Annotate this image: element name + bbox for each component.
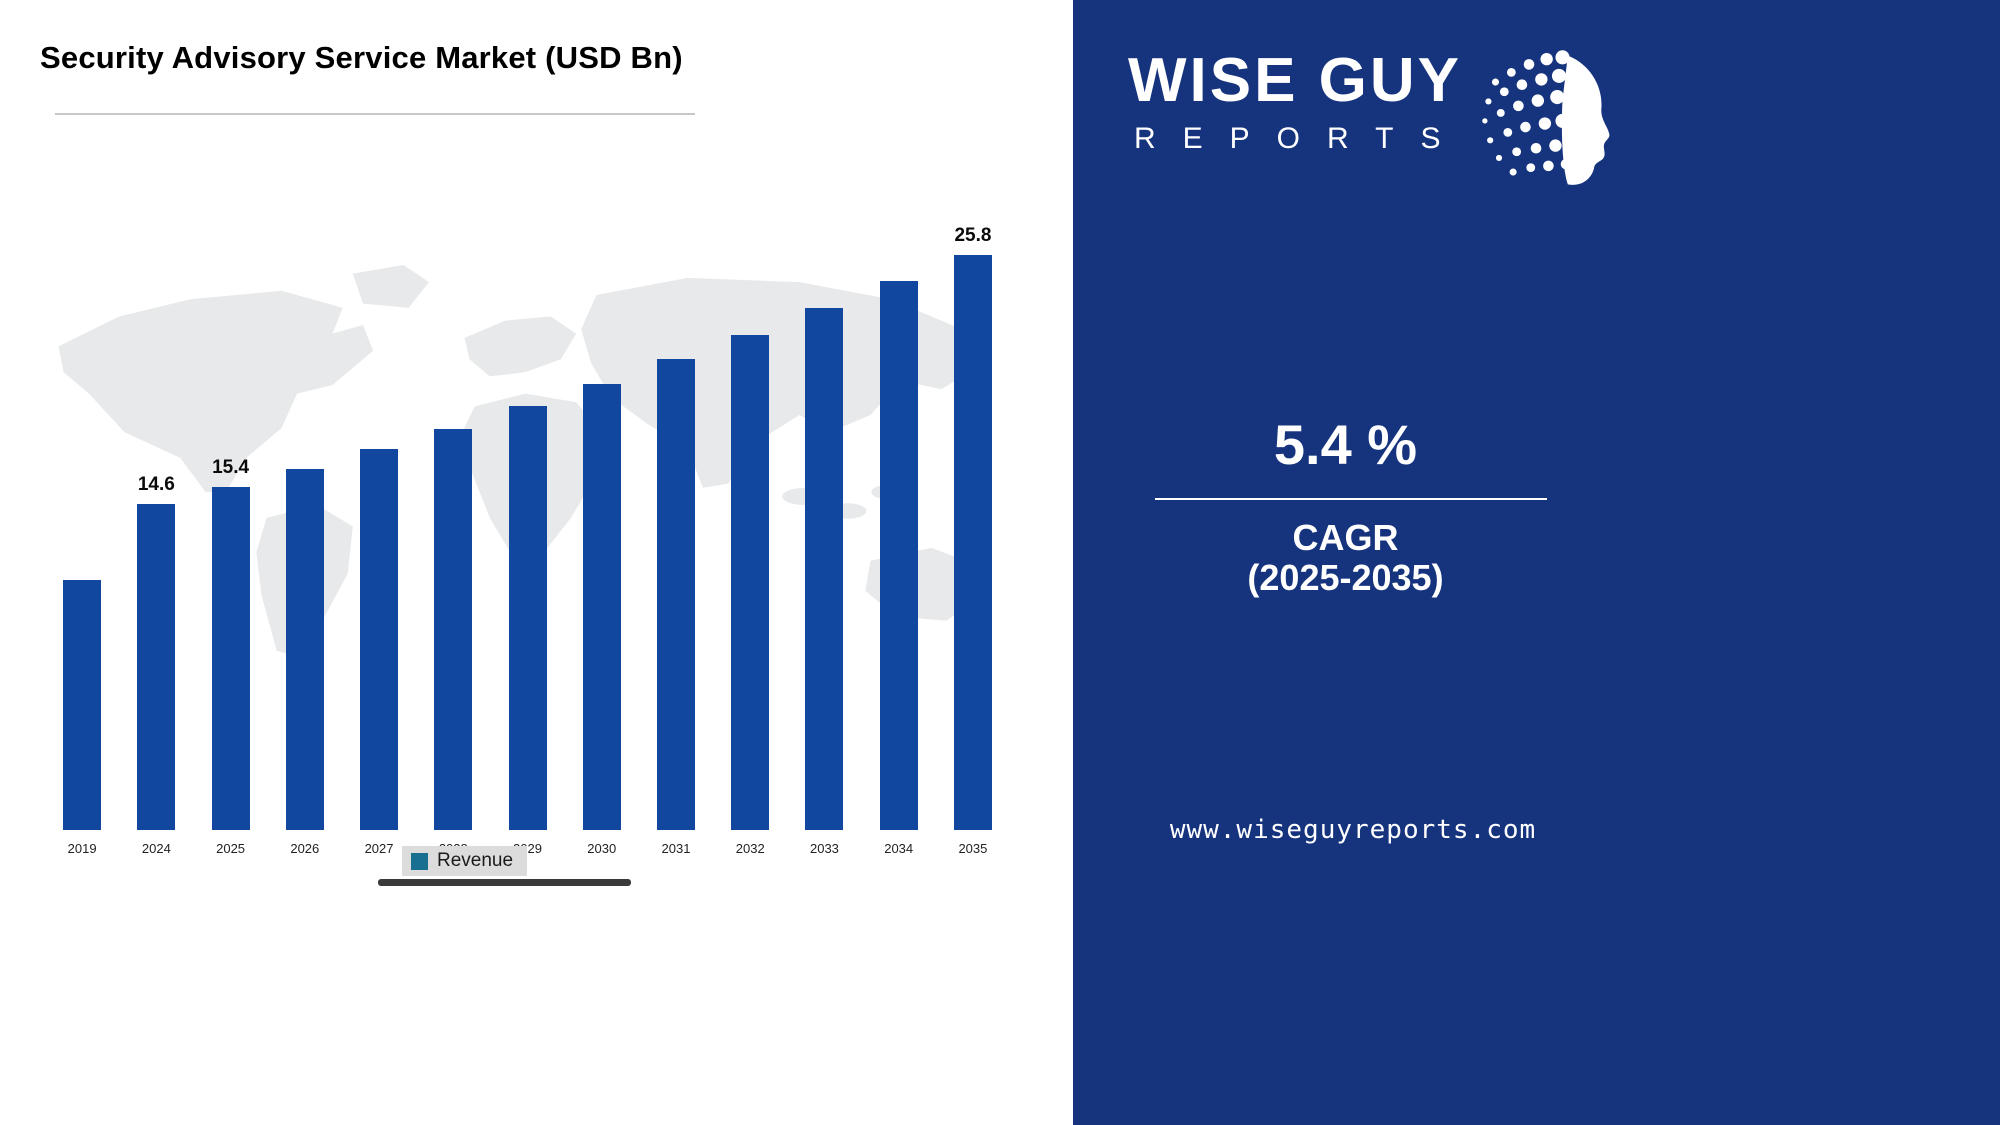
revenue-bar-2029[interactable] [508,406,547,830]
bar-column: 2032 [713,225,787,856]
x-axis-label: 2031 [661,841,691,856]
bar-column: 14.6 2024 [119,225,193,856]
x-axis-label: 2027 [364,841,394,856]
bar-column: 2019 [45,225,119,856]
title-underline [55,113,695,115]
logo-text: WISE GUY REPORTS [1128,50,1467,154]
revenue-bar-2033[interactable] [805,308,844,830]
legend-label: Revenue [437,850,514,871]
legend[interactable]: Revenue [402,846,528,876]
revenue-bar-2035[interactable] [953,255,992,830]
cagr-divider [1155,498,1547,500]
revenue-bar-2032[interactable] [731,335,770,830]
wise-guy-reports-logo: WISE GUY REPORTS [1128,50,1619,200]
revenue-bar-2028[interactable] [434,429,473,830]
bar-column: 2034 [862,225,936,856]
logo-wise-guy: WISE GUY [1128,46,1463,115]
x-axis-label: 2026 [290,841,320,856]
bar-column: 2026 [268,225,342,856]
bar-value-label: 14.6 [137,474,175,495]
bar-column: 2033 [787,225,861,856]
x-axis-label: 2019 [67,841,97,856]
bar-column: 2027 [342,225,416,856]
website-url[interactable]: www.wiseguyreports.com [1169,815,1537,845]
revenue-bar-2019[interactable] [63,580,102,830]
bar-column: 2030 [565,225,639,856]
page-title: Security Advisory Service Market (USD Bn… [40,40,683,75]
logo-reports: REPORTS [1134,122,1468,155]
revenue-bar-2024[interactable] [137,504,176,830]
revenue-bar-2030[interactable] [582,384,621,830]
bar-column: 15.4 2025 [193,225,267,856]
chart-panel: Security Advisory Service Market (USD Bn… [40,40,1010,886]
bar-value-label: 25.8 [954,225,992,246]
revenue-bar-2027[interactable] [360,449,399,830]
dotted-head-icon [1482,50,1610,185]
legend-swatch [411,852,428,870]
revenue-bar-2025[interactable] [211,487,250,830]
bar-column: 2029 [490,225,564,856]
x-axis-label: 2030 [587,841,617,856]
revenue-bar-2034[interactable] [879,281,918,830]
cagr-period: (2025-2035) [1247,557,1444,598]
revenue-bar-2031[interactable] [656,359,695,830]
x-axis-label: 2034 [884,841,914,856]
bar-column: 2031 [639,225,713,856]
bar-chart: 2019 14.6 2024 15.4 2025 2026 2027 20282029 2030… [45,225,1010,856]
x-axis-label: 2032 [735,841,765,856]
bar-column: 25.8 2035 [936,225,1010,856]
bar-value-label: 15.4 [212,457,250,478]
x-axis-label: 2025 [216,841,246,856]
scrollbar-strip[interactable] [378,879,631,886]
x-axis-label: 2033 [809,841,839,856]
bar-column: 2028 [416,225,490,856]
cagr-label: CAGR [1292,517,1399,558]
cagr-value: 5.4 % [1273,413,1418,476]
info-panel: WISE GUY REPORTS [1073,0,2000,1125]
x-axis-label: 2035 [958,841,988,856]
revenue-bar-2026[interactable] [285,469,324,830]
x-axis-label: 2024 [141,841,171,856]
